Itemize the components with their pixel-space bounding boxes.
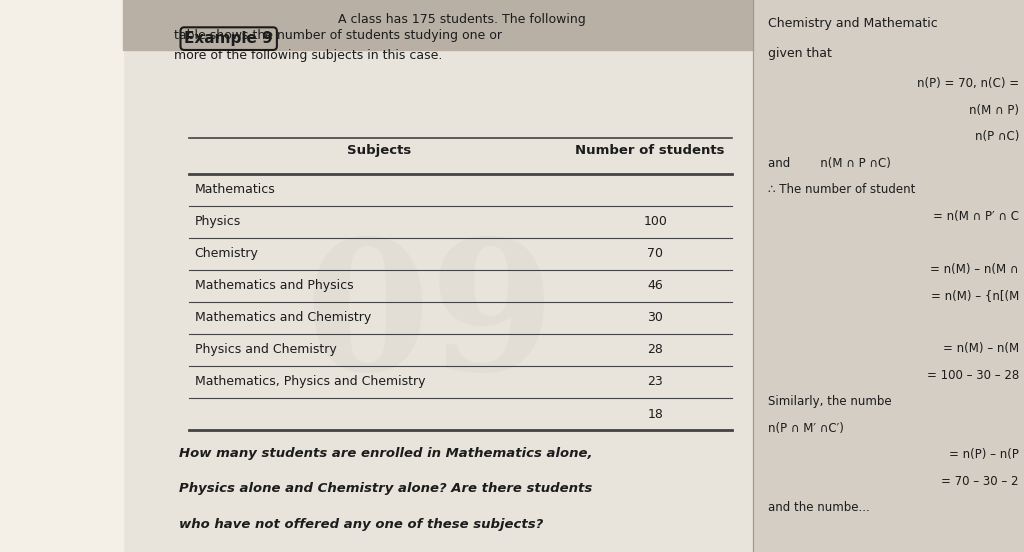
Bar bbox=[753, 0, 1024, 552]
Text: = n(M) – n(M ∩: = n(M) – n(M ∩ bbox=[931, 263, 1019, 276]
Text: 30: 30 bbox=[647, 311, 664, 325]
Text: = 70 – 30 – 2: = 70 – 30 – 2 bbox=[941, 475, 1019, 488]
Text: Mathematics, Physics and Chemistry: Mathematics, Physics and Chemistry bbox=[195, 375, 425, 389]
Text: more of the following subjects in this case.: more of the following subjects in this c… bbox=[174, 49, 442, 62]
Text: 70: 70 bbox=[647, 247, 664, 261]
Text: Mathematics and Physics: Mathematics and Physics bbox=[195, 279, 353, 293]
Text: Chemistry and Mathematic: Chemistry and Mathematic bbox=[768, 17, 938, 30]
Text: = n(P) – n(P: = n(P) – n(P bbox=[949, 448, 1019, 461]
Text: and        n(M ∩ P ∩C): and n(M ∩ P ∩C) bbox=[768, 157, 891, 170]
Text: = 100 – 30 – 28: = 100 – 30 – 28 bbox=[927, 369, 1019, 382]
Text: A class has 175 students. The following: A class has 175 students. The following bbox=[338, 13, 586, 26]
Text: n(P ∩C): n(P ∩C) bbox=[975, 130, 1019, 144]
Text: and the numbe...: and the numbe... bbox=[768, 501, 869, 514]
Text: 23: 23 bbox=[647, 375, 664, 389]
Bar bbox=[0, 0, 753, 552]
Text: Mathematics: Mathematics bbox=[195, 183, 275, 197]
Text: = n(M) – {n[(M: = n(M) – {n[(M bbox=[931, 289, 1019, 302]
Bar bbox=[0, 0, 123, 552]
Text: Similarly, the numbe: Similarly, the numbe bbox=[768, 395, 892, 408]
Text: Chemistry: Chemistry bbox=[195, 247, 258, 261]
Text: who have not offered any one of these subjects?: who have not offered any one of these su… bbox=[179, 518, 544, 532]
Text: ∴ The number of student: ∴ The number of student bbox=[768, 183, 915, 197]
Text: 100: 100 bbox=[643, 215, 668, 229]
Text: How many students are enrolled in Mathematics alone,: How many students are enrolled in Mathem… bbox=[179, 447, 593, 460]
Text: table shows the number of students studying one or: table shows the number of students study… bbox=[174, 29, 502, 43]
Text: 46: 46 bbox=[647, 279, 664, 293]
Text: 18: 18 bbox=[647, 407, 664, 421]
Text: n(M ∩ P): n(M ∩ P) bbox=[969, 104, 1019, 117]
Bar bbox=[123, 0, 753, 50]
Text: Physics: Physics bbox=[195, 215, 241, 229]
Text: n(P ∩ M′ ∩C′): n(P ∩ M′ ∩C′) bbox=[768, 422, 844, 435]
Text: Number of students: Number of students bbox=[575, 144, 725, 157]
Text: given that: given that bbox=[768, 47, 831, 60]
Text: Physics and Chemistry: Physics and Chemistry bbox=[195, 343, 336, 357]
Text: = n(M) – n(M: = n(M) – n(M bbox=[943, 342, 1019, 355]
Text: n(P) = 70, n(C) =: n(P) = 70, n(C) = bbox=[916, 77, 1019, 91]
Text: Physics alone and Chemistry alone? Are there students: Physics alone and Chemistry alone? Are t… bbox=[179, 482, 593, 496]
Text: 09: 09 bbox=[304, 232, 556, 408]
Text: = n(M ∩ P′ ∩ C: = n(M ∩ P′ ∩ C bbox=[933, 210, 1019, 223]
Text: 28: 28 bbox=[647, 343, 664, 357]
Text: Mathematics and Chemistry: Mathematics and Chemistry bbox=[195, 311, 371, 325]
Text: Subjects: Subjects bbox=[347, 144, 411, 157]
Text: Example 9: Example 9 bbox=[184, 31, 273, 46]
